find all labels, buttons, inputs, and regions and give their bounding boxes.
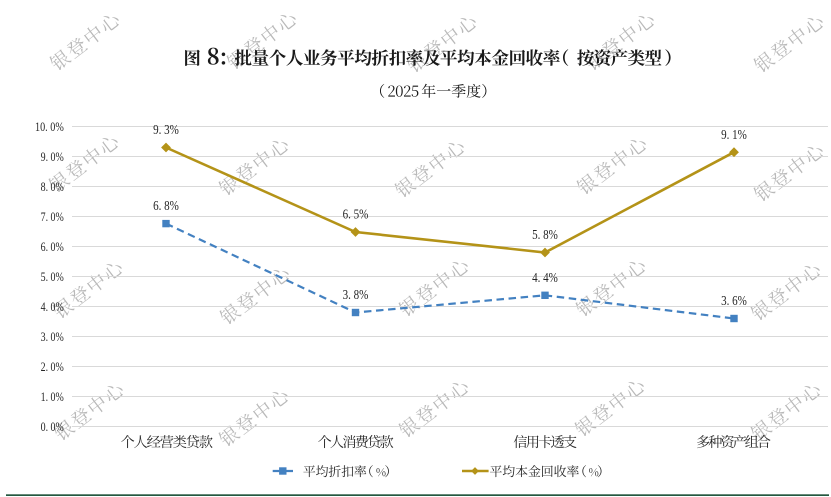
svg-text:4. 0%: 4. 0% <box>41 299 64 314</box>
svg-text:3. 8%: 3. 8% <box>343 287 369 302</box>
svg-text:9. 3%: 9. 3% <box>153 122 179 137</box>
svg-text:4. 4%: 4. 4% <box>532 270 558 285</box>
svg-text:2. 0%: 2. 0% <box>41 359 64 374</box>
svg-text:6. 5%: 6. 5% <box>343 207 369 222</box>
svg-text:6. 8%: 6. 8% <box>153 198 179 213</box>
svg-text:3. 6%: 3. 6% <box>721 293 747 308</box>
svg-text:8. 0%: 8. 0% <box>41 179 64 194</box>
svg-text:6. 0%: 6. 0% <box>41 239 64 254</box>
svg-text:0. 0%: 0. 0% <box>41 419 64 434</box>
svg-text:10. 0%: 10. 0% <box>35 119 64 134</box>
svg-text:9. 1%: 9. 1% <box>721 127 747 142</box>
svg-text:7. 0%: 7. 0% <box>41 209 64 224</box>
svg-text:5. 0%: 5. 0% <box>41 269 64 284</box>
svg-text:3. 0%: 3. 0% <box>41 329 64 344</box>
svg-text:9. 0%: 9. 0% <box>41 149 64 164</box>
svg-text:5. 8%: 5. 8% <box>532 227 558 242</box>
svg-text:1. 0%: 1. 0% <box>41 389 64 404</box>
